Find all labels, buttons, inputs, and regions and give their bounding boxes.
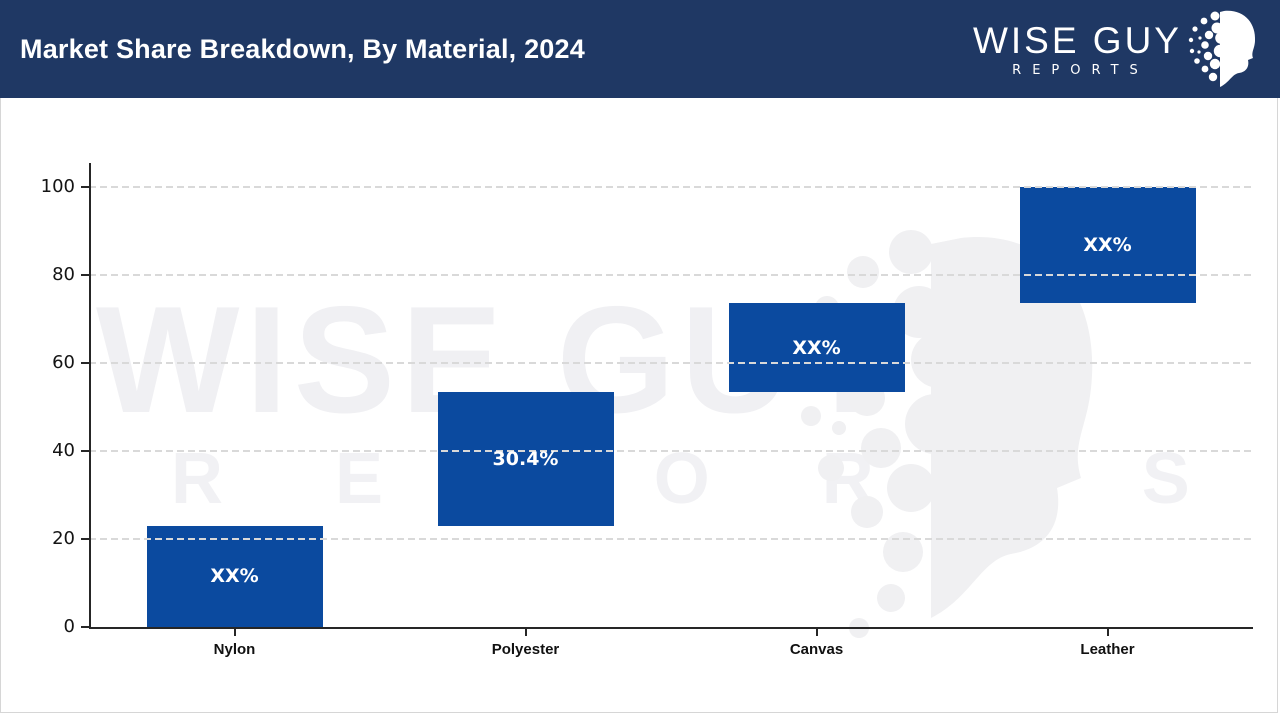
y-tick-mark bbox=[81, 626, 89, 628]
gridline-100 bbox=[89, 186, 1253, 188]
bar-nylon bbox=[146, 525, 323, 627]
y-tick-label: 80 bbox=[52, 264, 75, 285]
gridline-80 bbox=[89, 274, 1253, 276]
plot-area: XX% 30.4% XX% XX% 0 20 40 60 80 100 Nylon Polyester… bbox=[1, 98, 1277, 712]
logo-wordmark-line2: REPORTS bbox=[1012, 62, 1149, 78]
y-tick-mark bbox=[81, 274, 89, 276]
bar-value-label: XX% bbox=[792, 336, 841, 359]
y-tick-mark bbox=[81, 362, 89, 364]
x-tick-label: Canvas bbox=[789, 641, 844, 658]
x-axis-line bbox=[89, 627, 1253, 629]
x-tick-mark bbox=[233, 629, 236, 636]
x-tick-mark bbox=[524, 629, 527, 636]
page-title: Market Share Breakdown, By Material, 202… bbox=[20, 33, 585, 64]
wiseguy-logo: WISE GUY REPORTS bbox=[973, 7, 1262, 91]
logo-face-icon bbox=[1188, 10, 1256, 87]
y-tick-label: 100 bbox=[40, 176, 75, 197]
x-tick-mark bbox=[1106, 629, 1109, 636]
gridline-40 bbox=[89, 450, 1253, 452]
header-bar: Market Share Breakdown, By Material, 202… bbox=[0, 0, 1280, 98]
bar-polyester bbox=[437, 392, 614, 526]
chart-card: WISE GUY R E P O R T S XX% 30.4% XX% XX% 0 20… bbox=[0, 98, 1278, 713]
x-tick-mark bbox=[815, 629, 818, 636]
x-tick-label: Nylon bbox=[213, 641, 256, 658]
logo-wordmark: WISE GUY REPORTS bbox=[973, 22, 1182, 77]
y-tick-label: 40 bbox=[52, 440, 75, 461]
y-tick-label: 0 bbox=[63, 616, 75, 637]
bar-value-label: XX% bbox=[1083, 234, 1132, 257]
bar-value-label: 30.4% bbox=[492, 447, 559, 470]
y-tick-label: 60 bbox=[52, 352, 75, 373]
y-axis-line bbox=[89, 163, 91, 629]
x-tick-label: Leather bbox=[1080, 641, 1135, 658]
logo-wordmark-line1: WISE GUY bbox=[972, 19, 1182, 61]
gridline-60 bbox=[89, 362, 1253, 364]
y-tick-label: 20 bbox=[52, 528, 75, 549]
y-tick-mark bbox=[81, 538, 89, 540]
y-tick-mark bbox=[81, 186, 89, 188]
y-tick-mark bbox=[81, 450, 89, 452]
gridline-20 bbox=[89, 538, 1253, 540]
x-tick-label: Polyester bbox=[491, 641, 560, 658]
bar-value-label: XX% bbox=[210, 565, 259, 588]
